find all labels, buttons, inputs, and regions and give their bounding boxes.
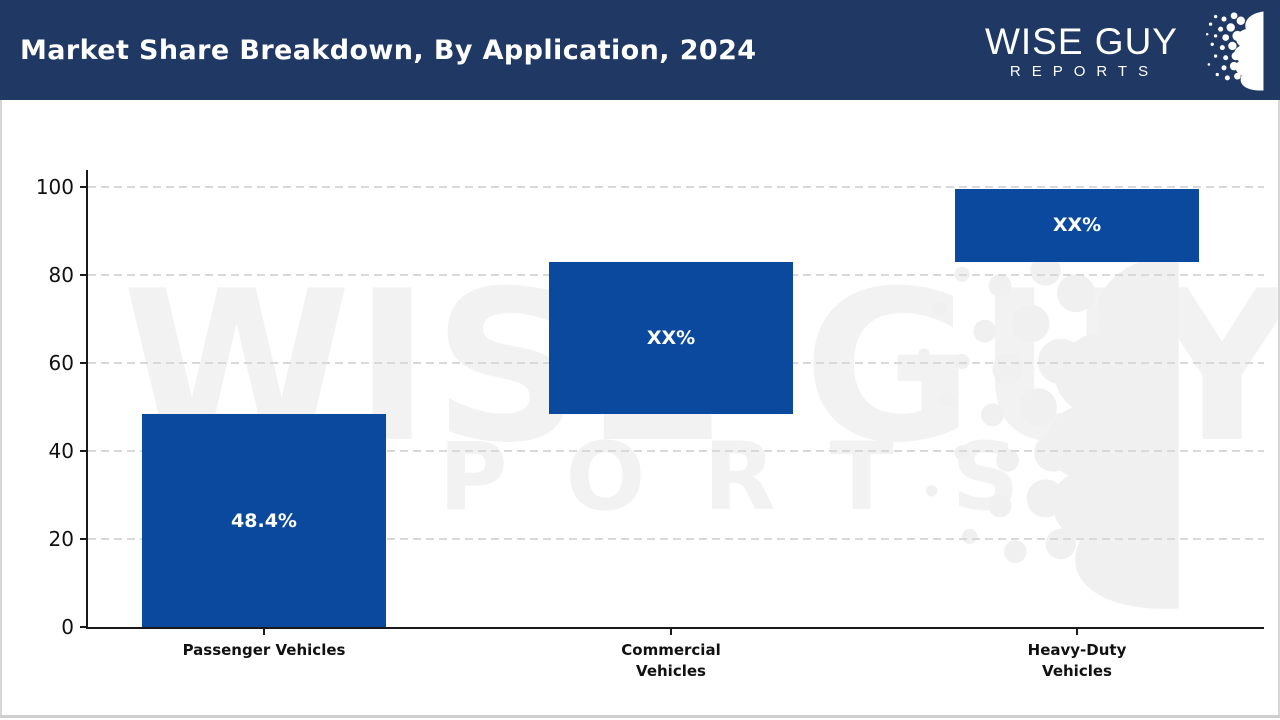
header-bar: Market Share Breakdown, By Application, …: [0, 0, 1280, 100]
y-tick-label: 0: [61, 615, 74, 639]
category-label: Heavy-Duty Vehicles: [1027, 641, 1127, 680]
brand-face-icon: [1205, 11, 1264, 91]
y-axis-tick: [80, 626, 88, 628]
category-label: Passenger Vehicles: [182, 641, 346, 659]
frame-border-right: [1278, 100, 1280, 718]
y-axis-tick: [80, 362, 88, 364]
watermark-face-icon: [918, 251, 1179, 609]
brand-wordmark: WISE GUY REPORTS: [984, 20, 1178, 80]
bar-segment: XX%: [549, 261, 793, 415]
bar-segment: 48.4%: [142, 414, 386, 627]
y-tick-label: 100: [35, 175, 74, 199]
y-axis-tick: [80, 538, 88, 540]
y-tick-label: 20: [48, 527, 74, 551]
bar-value-label: XX%: [1052, 214, 1102, 237]
y-axis-tick: [80, 450, 88, 452]
brand-wordmark-line2: REPORTS: [1009, 62, 1160, 80]
y-tick-label: 40: [48, 439, 74, 463]
y-tick-label: 80: [48, 263, 74, 287]
frame-border-bottom: [0, 715, 1280, 718]
brand-logo: WISE GUY REPORTS: [985, 8, 1266, 94]
gridline: [88, 450, 1264, 452]
bar-value-label: XX%: [646, 326, 696, 349]
y-axis-tick: [80, 186, 88, 188]
page-title: Market Share Breakdown, By Application, …: [20, 34, 757, 66]
y-tick-label: 60: [48, 351, 74, 375]
bar-value-label: 48.4%: [231, 509, 297, 532]
x-axis-line: [86, 627, 1264, 629]
x-axis-tick: [1076, 627, 1078, 635]
y-axis-tick: [80, 274, 88, 276]
x-axis-tick: [263, 627, 265, 635]
bar-segment: XX%: [955, 189, 1199, 262]
y-axis-line: [86, 170, 88, 629]
gridline: [88, 538, 1264, 540]
category-label: Commercial Vehicles: [621, 641, 721, 680]
frame-border-left: [0, 100, 2, 718]
x-axis-tick: [670, 627, 672, 635]
gridline: [88, 186, 1264, 188]
brand-wordmark-line1: WISE GUY: [984, 20, 1178, 62]
